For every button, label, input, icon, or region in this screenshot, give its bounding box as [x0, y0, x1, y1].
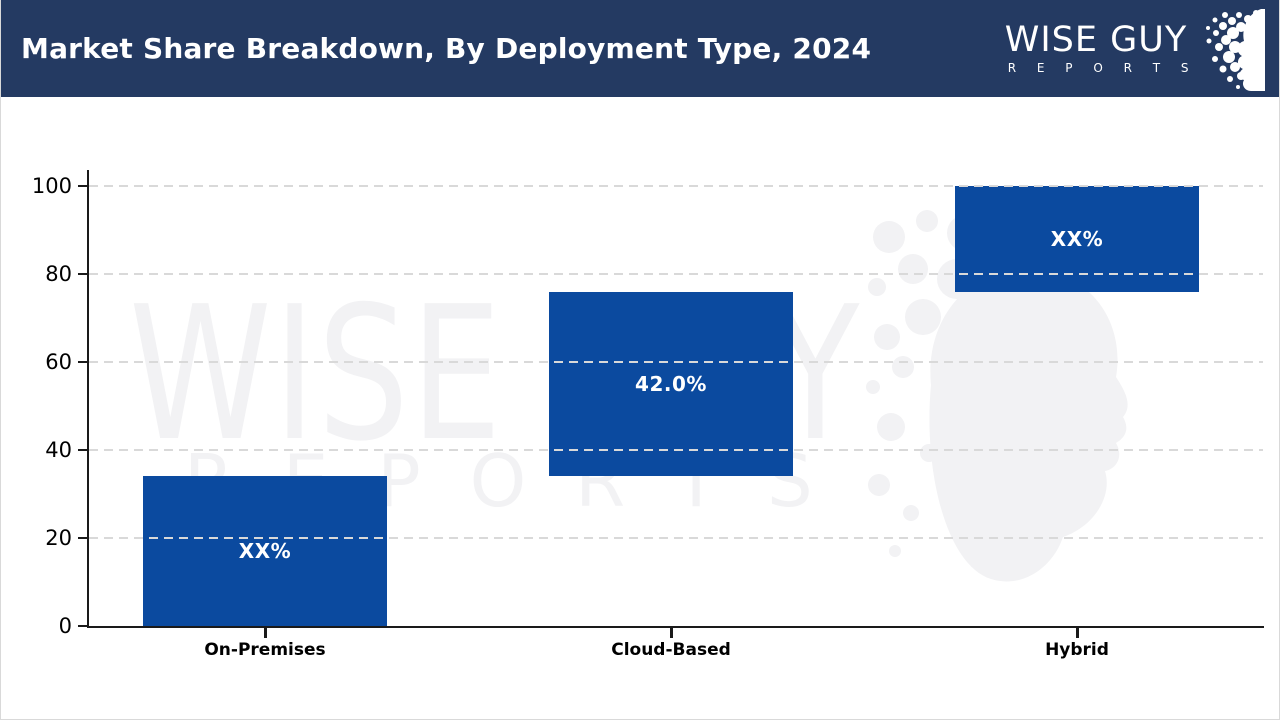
- y-tick-label: 0: [58, 614, 72, 638]
- logo-face-icon: [1206, 8, 1265, 91]
- header: Market Share Breakdown, By Deployment Ty…: [1, 0, 1279, 97]
- y-tick-label: 100: [31, 174, 72, 198]
- gridline: [89, 361, 1263, 363]
- y-axis-tick: [78, 537, 89, 539]
- bar-value-label: XX%: [1050, 226, 1104, 251]
- y-axis-tick: [78, 361, 89, 363]
- x-axis-tick: [1076, 628, 1079, 638]
- y-axis-tick: [78, 185, 89, 187]
- x-tick-label: Hybrid: [1045, 640, 1109, 660]
- x-axis-tick: [264, 628, 267, 638]
- y-tick-label: 20: [45, 526, 72, 550]
- y-tick-label: 80: [45, 262, 72, 286]
- y-axis-tick: [78, 625, 89, 627]
- y-tick-label: 60: [45, 350, 72, 374]
- x-tick-label: On-Premises: [204, 640, 326, 660]
- gridline: [89, 449, 1263, 451]
- bar: [549, 291, 793, 477]
- bar-value-label: 42.0%: [635, 372, 707, 396]
- wiseguy-logo: WISE GUY R E P O R T S: [1005, 7, 1265, 91]
- bar: [143, 476, 387, 626]
- logo-subtitle-text: R E P O R T S: [1007, 61, 1197, 75]
- gridline: [89, 273, 1263, 275]
- y-axis-tick: [78, 449, 89, 451]
- y-axis-tick: [78, 273, 89, 275]
- logo-wordmark: WISE GUY R E P O R T S: [1004, 20, 1197, 75]
- gridline: [89, 185, 1263, 187]
- gridline: [89, 537, 1263, 539]
- y-axis-line: [87, 170, 89, 628]
- x-tick-label: Cloud-Based: [611, 640, 731, 660]
- chart-title: Market Share Breakdown, By Deployment Ty…: [21, 32, 872, 65]
- bar-value-label: XX%: [238, 539, 292, 564]
- watermark-face-graphic: [866, 207, 1128, 582]
- x-axis-tick: [670, 628, 673, 638]
- x-axis-line: [87, 626, 1264, 628]
- y-tick-label: 40: [45, 438, 72, 462]
- logo-wordmark-text: WISE GUY: [1004, 20, 1188, 60]
